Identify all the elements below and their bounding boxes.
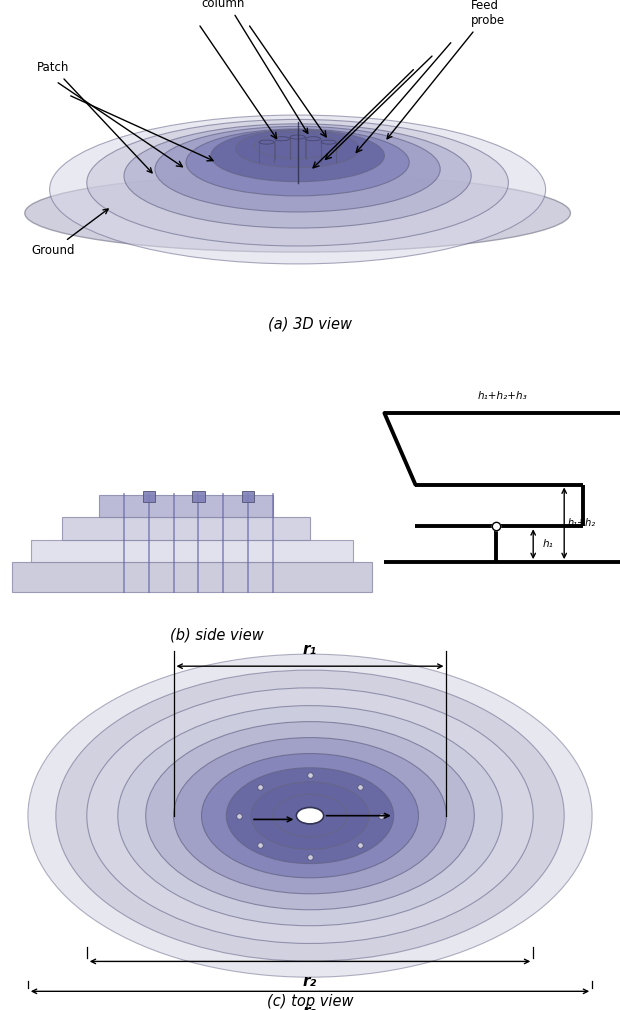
Ellipse shape (259, 140, 274, 144)
Text: h₁+h₂+h₃: h₁+h₂+h₃ (477, 391, 527, 401)
Bar (242, 491, 254, 503)
Ellipse shape (155, 126, 440, 212)
Ellipse shape (174, 737, 446, 894)
Text: Feed
probe: Feed probe (387, 0, 505, 138)
Ellipse shape (275, 136, 290, 140)
Ellipse shape (124, 124, 471, 228)
Text: h₁+h₂: h₁+h₂ (567, 518, 595, 528)
Bar (99, 495, 273, 517)
Text: Patch: Patch (37, 62, 152, 173)
Text: r₂: r₂ (303, 975, 317, 990)
Ellipse shape (306, 136, 321, 140)
Bar (62, 517, 310, 539)
Text: (b) side view: (b) side view (170, 627, 264, 642)
Ellipse shape (296, 807, 324, 824)
Text: $d_d$: $d_d$ (400, 791, 418, 809)
Ellipse shape (251, 782, 369, 849)
Bar (12, 562, 372, 592)
Text: Dielectric
column: Dielectric column (195, 0, 308, 133)
Ellipse shape (28, 654, 592, 978)
Ellipse shape (254, 132, 341, 159)
Ellipse shape (202, 753, 418, 878)
Text: (c) top view: (c) top view (267, 994, 353, 1009)
Bar (143, 491, 155, 503)
Ellipse shape (118, 706, 502, 926)
Text: Ground: Ground (31, 209, 108, 257)
Ellipse shape (186, 129, 409, 196)
Ellipse shape (146, 721, 474, 910)
Text: r₃: r₃ (303, 1004, 317, 1010)
Ellipse shape (273, 795, 347, 837)
Ellipse shape (211, 129, 384, 182)
Ellipse shape (87, 119, 508, 246)
Ellipse shape (236, 130, 360, 168)
Ellipse shape (87, 688, 533, 943)
Bar (31, 539, 353, 562)
Text: r₁: r₁ (303, 641, 317, 656)
Text: $d_{feed}$: $d_{feed}$ (214, 793, 245, 809)
Text: (a) 3D view: (a) 3D view (268, 316, 352, 331)
Bar (192, 491, 205, 503)
Ellipse shape (226, 768, 394, 864)
Ellipse shape (25, 175, 570, 252)
Ellipse shape (321, 140, 336, 144)
Ellipse shape (56, 670, 564, 962)
Text: h₁: h₁ (542, 539, 553, 549)
Ellipse shape (290, 135, 305, 139)
Ellipse shape (50, 115, 546, 264)
